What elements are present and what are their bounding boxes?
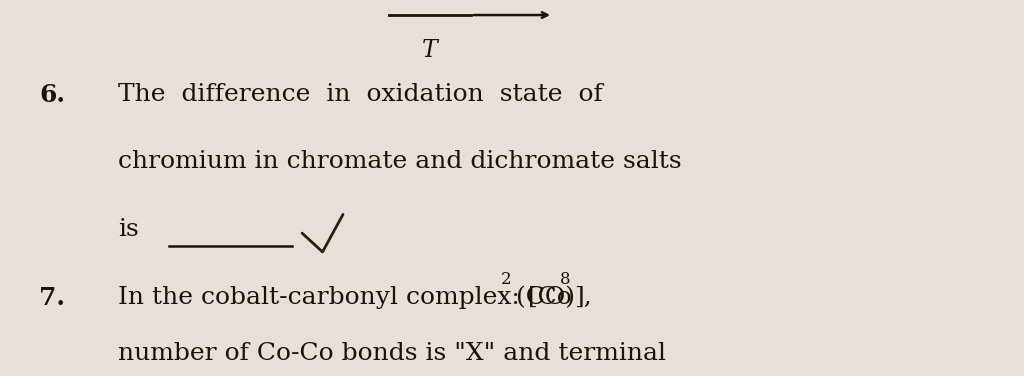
Text: In the cobalt-carbonyl complex: [Co: In the cobalt-carbonyl complex: [Co [118,286,571,309]
Text: 2: 2 [502,271,512,288]
Text: T: T [422,39,438,62]
Text: is: is [118,218,138,241]
Text: chromium in chromate and dichromate salts: chromium in chromate and dichromate salt… [118,150,681,173]
Text: The  difference  in  oxidation  state  of: The difference in oxidation state of [118,83,602,106]
Text: number of Co-Co bonds is "X" and terminal: number of Co-Co bonds is "X" and termina… [118,342,666,365]
Text: 7.: 7. [39,286,65,310]
Text: 8: 8 [559,271,570,288]
Text: (CO): (CO) [515,286,574,309]
Text: 6.: 6. [39,83,65,107]
Text: ],: ], [573,286,592,309]
